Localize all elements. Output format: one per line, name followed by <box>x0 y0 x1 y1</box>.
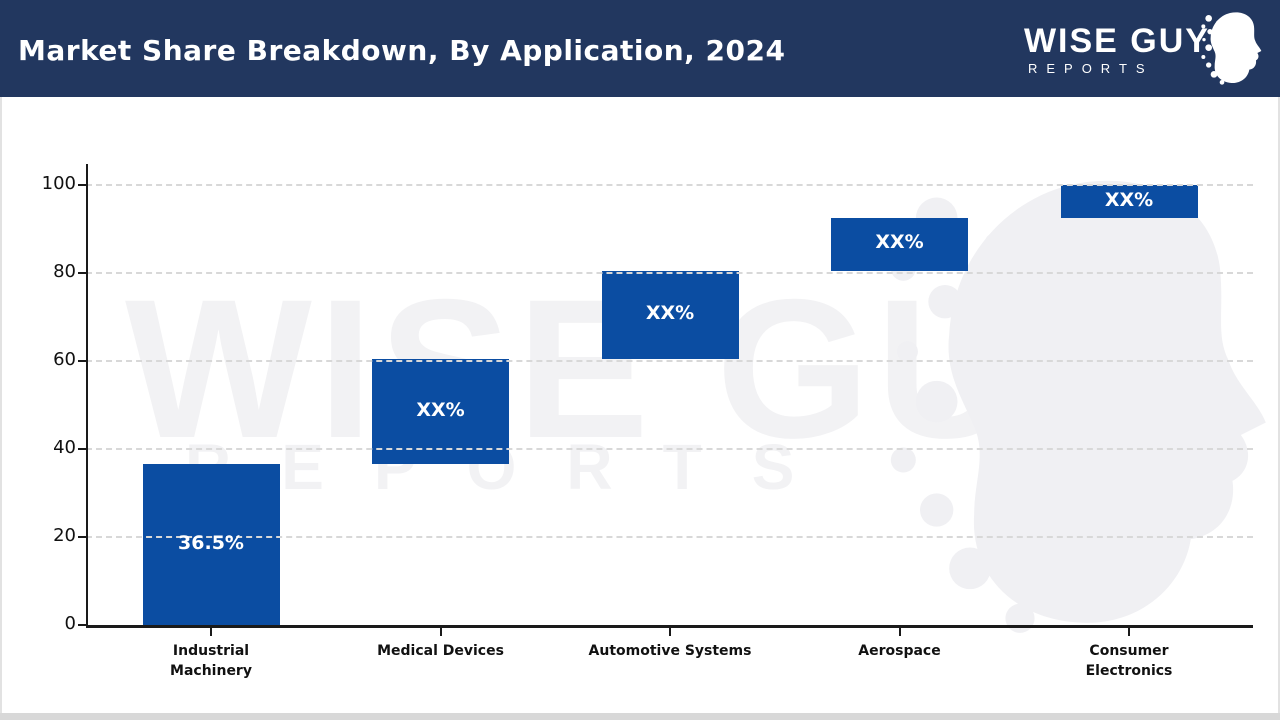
x-tick-consumer-electronics <box>1128 628 1130 636</box>
x-axis-line <box>86 625 1253 628</box>
gridline-60 <box>86 360 1253 362</box>
y-tick-80 <box>78 272 86 274</box>
bar-consumer-electronics <box>1060 185 1198 218</box>
y-tick-label-60: 60 <box>53 349 76 370</box>
category-label-industrial-machinery: Industrial Machinery <box>170 643 252 679</box>
x-tick-industrial-machinery <box>210 628 212 636</box>
y-axis-line <box>86 164 88 628</box>
category-label-aerospace: Aerospace <box>858 643 941 659</box>
category-label-consumer-electronics: Consumer Electronics <box>1085 643 1173 679</box>
bar-aerospace <box>831 218 968 271</box>
logo: WISE GUY REPORTS <box>1024 6 1270 92</box>
y-tick-label-40: 40 <box>53 437 76 458</box>
bar-label-medical-devices: XX% <box>416 398 465 421</box>
gridline-40 <box>86 448 1253 450</box>
logo-name: WISE GUY <box>1023 21 1210 60</box>
logo-face-icon <box>1201 12 1262 85</box>
page-title: Market Share Breakdown, By Application, … <box>18 34 786 67</box>
logo-tagline: REPORTS <box>1027 60 1154 76</box>
y-tick-60 <box>78 360 86 362</box>
y-tick-40 <box>78 448 86 450</box>
bar-label-automotive-systems: XX% <box>645 301 695 324</box>
category-label-automotive-systems: Automotive Systems <box>588 643 752 659</box>
y-tick-label-20: 20 <box>53 525 76 546</box>
gridline-80 <box>86 272 1253 274</box>
gridline-100 <box>86 184 1253 186</box>
x-tick-automotive-systems <box>669 628 671 636</box>
bar-industrial-machinery <box>142 464 280 625</box>
header: Market Share Breakdown, By Application, … <box>0 0 1280 97</box>
y-tick-label-100: 100 <box>41 173 76 194</box>
bar-automotive-systems <box>601 270 739 359</box>
y-tick-20 <box>78 536 86 538</box>
x-tick-medical-devices <box>439 628 442 636</box>
y-tick-label-0: 0 <box>64 613 76 634</box>
logo-text: WISE GUY REPORTS <box>1024 23 1210 76</box>
watermark-tagline: REPORTS <box>185 431 845 503</box>
category-label-medical-devices: Medical Devices <box>377 643 504 659</box>
bar-label-aerospace: XX% <box>875 231 924 254</box>
bar-label-industrial-machinery: 36.5% <box>178 531 244 554</box>
bar-medical-devices <box>372 358 509 465</box>
bar-label-consumer-electronics: XX% <box>1104 188 1154 211</box>
bottom-strip <box>0 713 1280 720</box>
x-tick-aerospace <box>898 628 901 636</box>
y-tick-label-80: 80 <box>53 261 76 282</box>
y-tick-0 <box>78 624 86 626</box>
gridline-20 <box>86 536 1253 538</box>
y-tick-100 <box>78 184 86 186</box>
